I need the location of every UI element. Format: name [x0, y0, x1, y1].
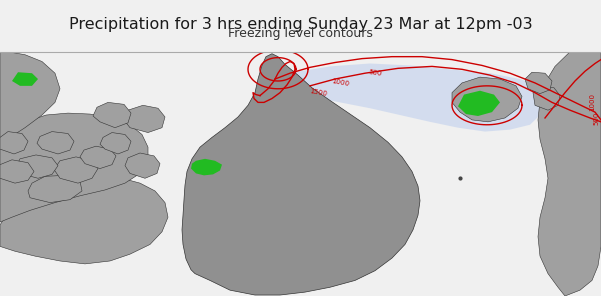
Polygon shape: [0, 113, 148, 222]
Text: 500: 500: [593, 111, 599, 125]
Text: Freezing level contours: Freezing level contours: [228, 28, 373, 40]
Polygon shape: [533, 86, 560, 110]
Polygon shape: [100, 133, 131, 154]
Polygon shape: [0, 176, 168, 264]
Polygon shape: [28, 175, 82, 202]
Polygon shape: [16, 155, 58, 178]
Polygon shape: [525, 72, 552, 94]
Polygon shape: [93, 102, 131, 128]
Polygon shape: [0, 132, 28, 154]
Polygon shape: [12, 72, 38, 86]
Polygon shape: [124, 105, 165, 133]
Polygon shape: [54, 157, 98, 183]
Polygon shape: [37, 132, 74, 154]
Text: Precipitation for 3 hrs ending Sunday 23 Mar at 12pm -03: Precipitation for 3 hrs ending Sunday 23…: [69, 17, 532, 32]
Polygon shape: [538, 52, 601, 296]
Polygon shape: [452, 77, 522, 122]
Text: 1500: 1500: [309, 88, 328, 97]
Polygon shape: [191, 159, 222, 175]
Polygon shape: [458, 91, 500, 116]
Polygon shape: [80, 146, 116, 168]
Text: 1000: 1000: [331, 78, 349, 87]
Text: 500: 500: [368, 69, 382, 77]
Polygon shape: [182, 54, 420, 295]
Polygon shape: [0, 160, 34, 183]
Polygon shape: [0, 52, 60, 144]
Polygon shape: [270, 63, 545, 132]
Text: 1000: 1000: [589, 94, 595, 111]
Polygon shape: [125, 153, 160, 178]
